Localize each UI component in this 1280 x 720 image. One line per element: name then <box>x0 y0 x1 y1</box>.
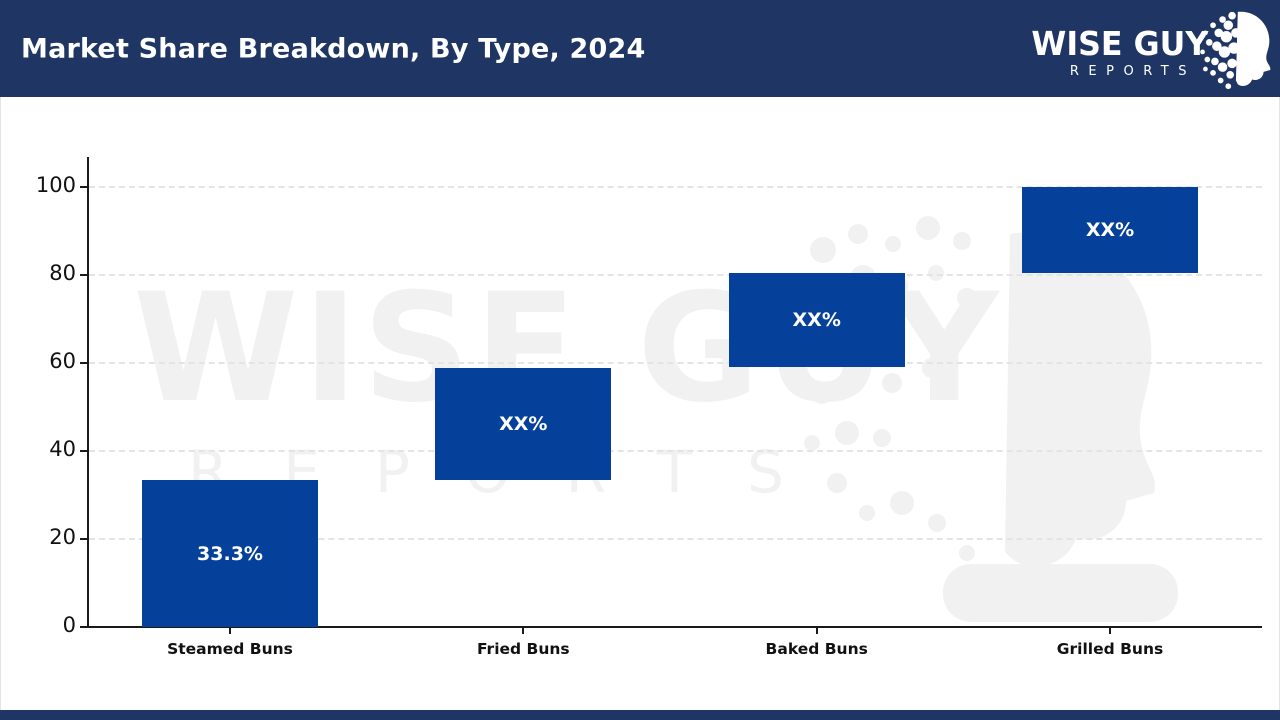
y-axis-tick-label: 0 <box>62 613 76 637</box>
y-axis-tick-mark <box>80 450 87 452</box>
gridline-80 <box>89 274 1262 276</box>
bar-steamed-buns: 33.3% <box>142 480 318 627</box>
x-axis-category-label: Baked Buns <box>765 640 868 658</box>
x-axis-line <box>87 626 1262 628</box>
page-title: Market Share Breakdown, By Type, 2024 <box>21 33 646 64</box>
x-axis-tick-mark <box>522 628 525 634</box>
brand-logo-subtitle: REPORTS <box>1069 64 1196 79</box>
x-axis-tick-mark <box>229 628 231 634</box>
y-axis-tick-mark <box>80 538 87 540</box>
gridline-60 <box>89 362 1262 364</box>
brand-logo-head-icon <box>1200 11 1271 90</box>
bar-grilled-buns: XX% <box>1022 187 1198 273</box>
bar-value-label: XX% <box>499 413 548 436</box>
bar-baked-buns: XX% <box>728 273 905 367</box>
brand-logo: WISE GUY REPORTS <box>999 4 1274 94</box>
y-axis-tick-mark <box>80 274 87 276</box>
footer-bar <box>0 710 1280 720</box>
gridline-100 <box>89 186 1262 188</box>
gridline-20 <box>89 538 1262 540</box>
brand-logo-name: WISE GUY <box>1031 24 1208 63</box>
y-axis-tick-label: 60 <box>49 349 76 373</box>
y-axis-tick-mark <box>80 186 87 188</box>
x-axis-category-label: Grilled Buns <box>1056 640 1164 658</box>
y-axis-tick-mark <box>80 626 87 628</box>
y-axis-tick-mark <box>80 362 87 364</box>
bar-value-label: XX% <box>1085 218 1135 241</box>
y-axis-tick-label: 80 <box>49 261 76 285</box>
x-axis-tick-mark <box>815 628 818 634</box>
bar-value-label: XX% <box>792 308 841 331</box>
y-axis-tick-label: 20 <box>49 525 76 549</box>
y-axis-tick-label: 100 <box>35 173 76 197</box>
y-axis-tick-label: 40 <box>49 437 76 461</box>
header-banner: Market Share Breakdown, By Type, 2024 WI… <box>0 0 1280 97</box>
x-axis-category-label: Steamed Buns <box>167 640 293 658</box>
x-axis-tick-mark <box>1109 628 1111 634</box>
y-axis-line <box>87 157 89 628</box>
bar-fried-buns: XX% <box>435 367 612 481</box>
bar-value-label: 33.3% <box>197 542 263 565</box>
watermark-dotted-head-icon <box>804 216 1178 622</box>
x-axis-category-label: Fried Buns <box>476 640 570 658</box>
gridline-40 <box>89 450 1262 452</box>
